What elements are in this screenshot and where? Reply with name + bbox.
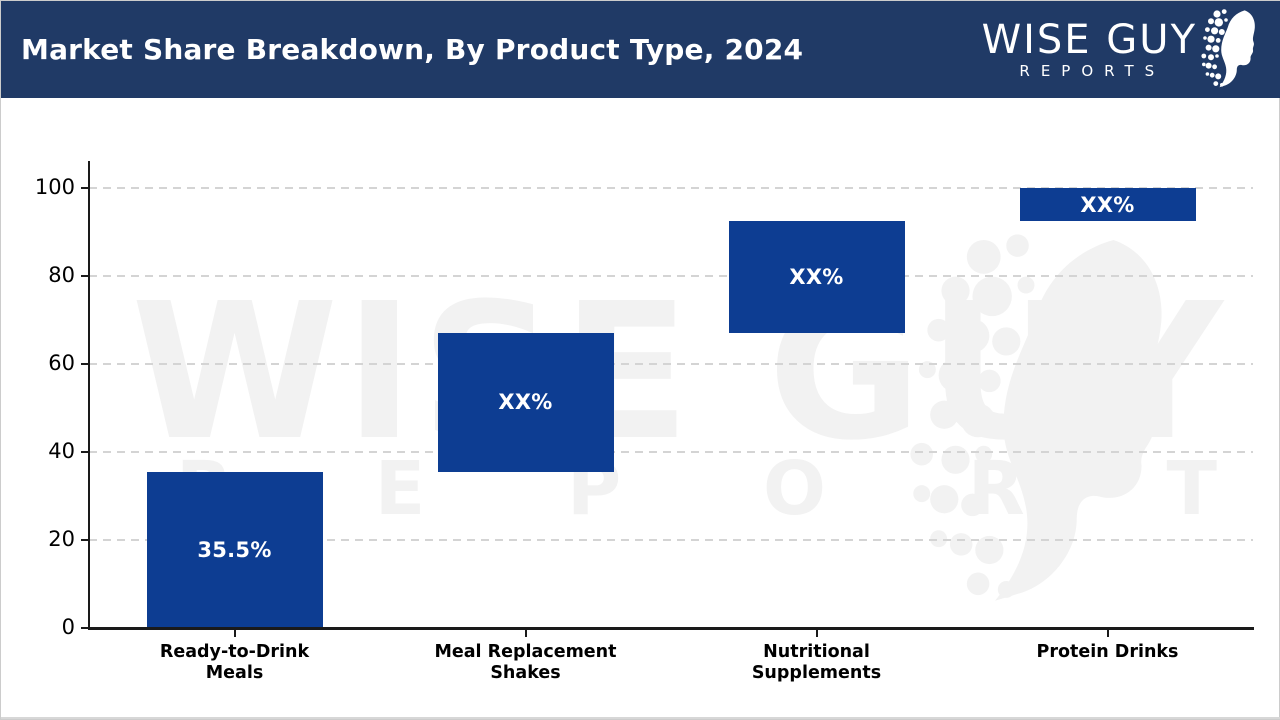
logo-dotted-face-icon bbox=[1201, 8, 1255, 87]
bar-value-label: XX% bbox=[498, 390, 553, 415]
wiseguy-logo: WISE GUY REPORTS bbox=[982, 8, 1259, 92]
gridline-40 bbox=[89, 451, 1253, 453]
category-label: Meal Replacement Shakes bbox=[434, 642, 617, 684]
y-tick-label: 100 bbox=[34, 175, 75, 199]
x-axis-line bbox=[88, 627, 1254, 630]
y-tick-label: 0 bbox=[61, 615, 75, 639]
bar-segment: XX% bbox=[1019, 188, 1196, 221]
bottom-rule bbox=[1, 717, 1280, 719]
watermark-dotted-face-icon bbox=[910, 234, 1162, 601]
bar-segment: XX% bbox=[728, 221, 905, 334]
logo-subtitle: REPORTS bbox=[1019, 62, 1166, 80]
y-tick-mark bbox=[81, 275, 89, 277]
category-label: Ready-to-Drink Meals bbox=[159, 642, 310, 684]
header: Market Share Breakdown, By Product Type,… bbox=[1, 1, 1280, 98]
x-tick-mark bbox=[233, 629, 236, 637]
y-tick-label: 80 bbox=[48, 263, 75, 287]
category-label: Nutritional Supplements bbox=[751, 642, 882, 684]
gridline-80 bbox=[89, 275, 1253, 277]
page-title: Market Share Breakdown, By Product Type,… bbox=[21, 33, 804, 66]
y-axis-line bbox=[88, 161, 90, 629]
y-tick-label: 60 bbox=[48, 351, 75, 375]
gridline-60 bbox=[89, 363, 1253, 365]
y-tick-mark bbox=[81, 627, 89, 629]
logo-wordmark: WISE GUY bbox=[981, 17, 1197, 63]
gridline-100 bbox=[89, 187, 1253, 189]
bar-segment: 35.5% bbox=[146, 471, 323, 628]
gridline-20 bbox=[89, 539, 1253, 541]
bar-value-label: XX% bbox=[789, 265, 844, 290]
bar-segment: XX% bbox=[437, 333, 614, 472]
bar-value-label: XX% bbox=[1080, 192, 1135, 217]
y-tick-mark bbox=[81, 451, 89, 453]
x-tick-mark bbox=[1106, 629, 1109, 637]
y-tick-mark bbox=[81, 539, 89, 541]
bar-value-label: 35.5% bbox=[197, 537, 272, 562]
x-tick-mark bbox=[815, 629, 818, 637]
y-tick-mark bbox=[81, 363, 89, 365]
y-tick-label: 20 bbox=[48, 527, 75, 551]
y-tick-label: 40 bbox=[48, 439, 75, 463]
category-label: Protein Drinks bbox=[1036, 642, 1179, 662]
x-tick-mark bbox=[524, 629, 527, 637]
y-tick-mark bbox=[81, 187, 89, 189]
